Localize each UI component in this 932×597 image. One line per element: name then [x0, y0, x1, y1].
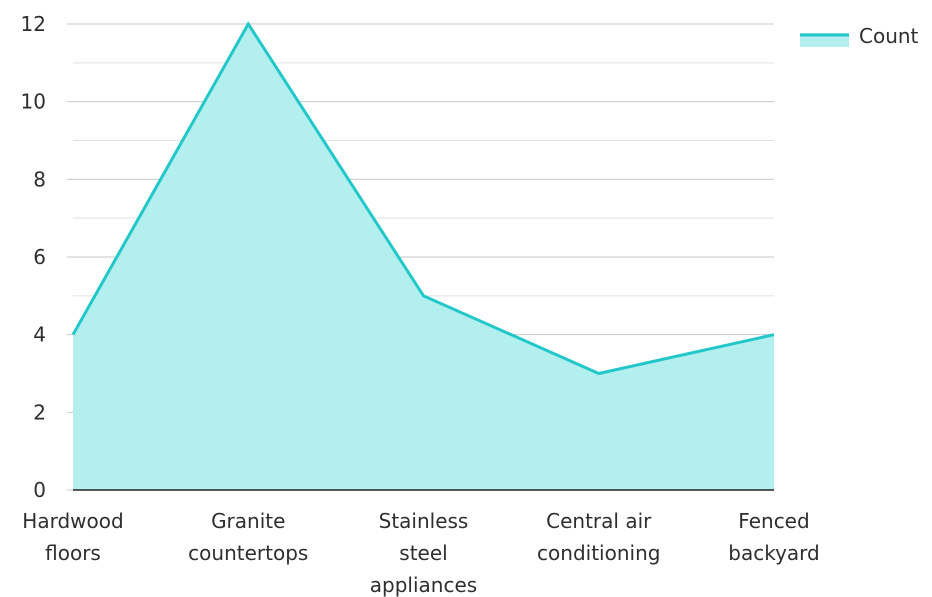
legend: Count	[800, 24, 919, 48]
area-series	[71, 21, 775, 490]
axes	[67, 23, 774, 491]
y-tick-label: 8	[33, 167, 46, 191]
y-axis-ticks: 0 2 4 6 8 10 12	[21, 12, 46, 502]
x-tick-label: Fenced backyard	[728, 509, 819, 565]
x-tick-label: Hardwood floors	[22, 509, 123, 565]
x-tick-label: Central air conditioning	[537, 509, 660, 565]
x-tick-label: Stainless steel appliances	[370, 509, 477, 597]
x-axis-labels: Hardwood floors Granite countertops Stainles…	[22, 509, 819, 597]
y-tick-label: 6	[33, 245, 46, 269]
legend-label: Count	[859, 24, 919, 48]
x-tick-label: Granite countertops	[188, 509, 308, 565]
y-tick-label: 4	[33, 323, 46, 347]
series-line	[71, 21, 775, 376]
y-tick-label: 2	[33, 400, 46, 424]
y-tick-label: 10	[21, 90, 46, 114]
y-tick-label: 12	[21, 12, 46, 36]
y-tick-label: 0	[33, 478, 46, 502]
